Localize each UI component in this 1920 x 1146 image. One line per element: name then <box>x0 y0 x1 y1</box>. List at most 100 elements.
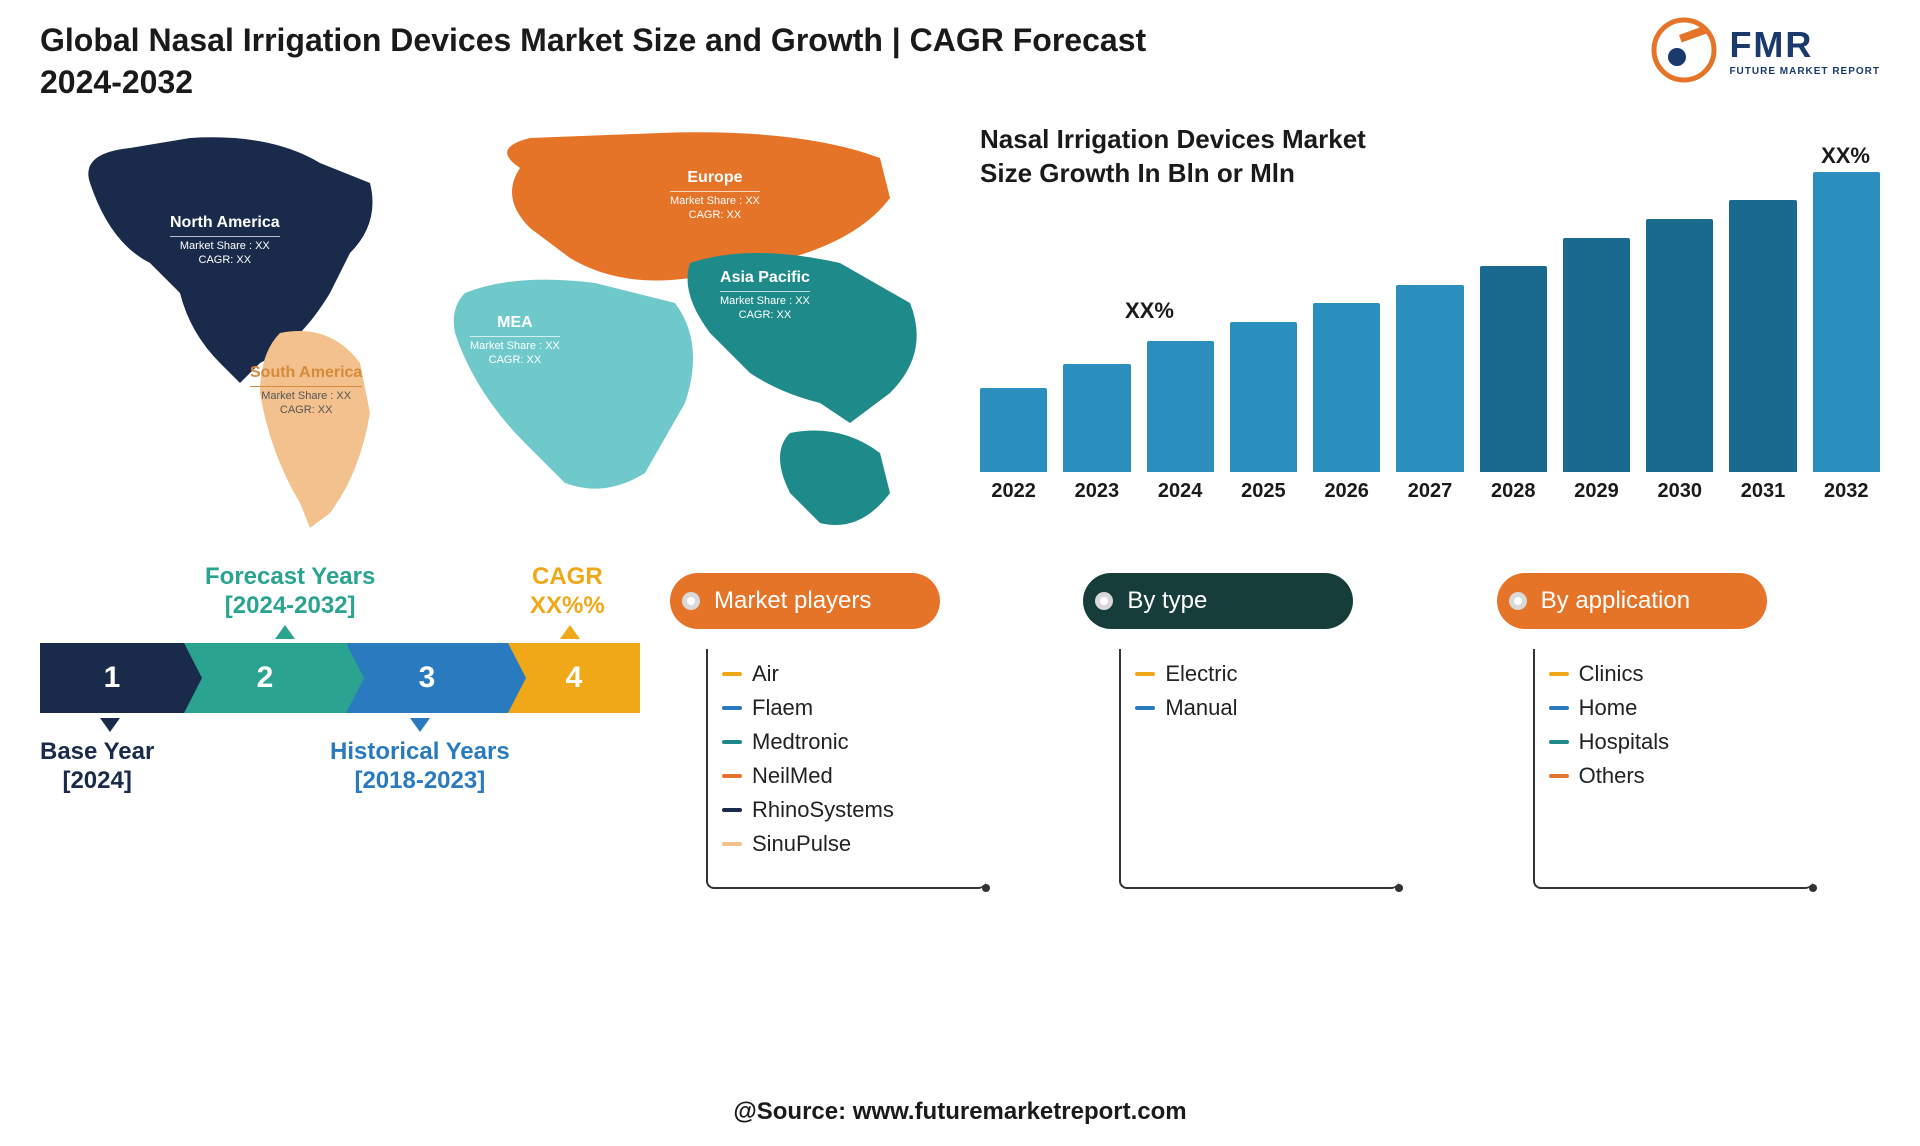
tick-icon <box>722 672 742 676</box>
bar <box>1063 364 1130 472</box>
bar-label: 2029 <box>1574 480 1619 503</box>
bar-label: 2031 <box>1741 480 1786 503</box>
world-map: North America Market Share : XX CAGR: XX… <box>40 123 940 543</box>
bar-col: 2025 <box>1230 322 1297 503</box>
timeline: Forecast Years [2024-2032] CAGR XX%% 123… <box>40 573 640 889</box>
tick-icon <box>722 808 742 812</box>
list-item: Hospitals <box>1549 725 1803 759</box>
arrow-up-icon <box>275 625 295 639</box>
bar <box>1729 200 1796 472</box>
timeline-segment: 2 <box>184 643 346 713</box>
by-application-list: Clinics Home Hospitals Others <box>1533 649 1813 889</box>
list-item-label: NeilMed <box>752 763 833 789</box>
timeline-segment: 3 <box>346 643 508 713</box>
list-item: Air <box>722 657 976 691</box>
pill-label: By type <box>1127 587 1207 615</box>
source-text: @Source: www.futuremarketreport.com <box>733 1098 1186 1126</box>
base-year-label: Base Year [2024] <box>40 738 154 796</box>
arrow-down-icon <box>100 718 120 732</box>
list-item-label: Clinics <box>1579 661 1644 687</box>
europe-label: Europe Market Share : XX CAGR: XX <box>670 168 760 222</box>
list-item-label: Home <box>1579 695 1638 721</box>
bar <box>1646 219 1713 472</box>
mea-label: MEA Market Share : XX CAGR: XX <box>470 313 560 367</box>
forecast-label: Forecast Years [2024-2032] <box>205 563 375 621</box>
list-item: Clinics <box>1549 657 1803 691</box>
list-item-label: Manual <box>1165 695 1237 721</box>
list-item-label: Others <box>1579 763 1645 789</box>
bar <box>1313 303 1380 472</box>
tick-icon <box>722 774 742 778</box>
bar-label: 2032 <box>1824 480 1869 503</box>
bar <box>1563 238 1630 472</box>
bar-label: 2028 <box>1491 480 1536 503</box>
timeline-segment: 4 <box>508 643 640 713</box>
south-america-label: South America Market Share : XX CAGR: XX <box>250 363 362 417</box>
tick-icon <box>1135 672 1155 676</box>
list-item: RhinoSystems <box>722 793 976 827</box>
bar-label: 2025 <box>1241 480 1286 503</box>
by-type-list: Electric Manual <box>1119 649 1399 889</box>
bar <box>1230 322 1297 472</box>
bar-col: 2029 <box>1563 238 1630 503</box>
bar-label: 2023 <box>1075 480 1120 503</box>
chart-title: Nasal Irrigation Devices Market Size Gro… <box>980 123 1380 191</box>
bar-col: 2030 <box>1646 219 1713 503</box>
bar-label: 2024 <box>1158 480 1203 503</box>
by-type-panel: By type Electric Manual <box>1083 573 1466 889</box>
list-item: Electric <box>1135 657 1389 691</box>
tick-icon <box>722 706 742 710</box>
by-type-pill: By type <box>1083 573 1353 629</box>
list-item: Flaem <box>722 691 976 725</box>
bar <box>1813 172 1880 472</box>
bar-col: 2031 <box>1729 200 1796 503</box>
list-item-label: Air <box>752 661 779 687</box>
bar-label: 2026 <box>1324 480 1369 503</box>
telescope-icon <box>1649 15 1719 85</box>
dot-icon <box>1509 592 1527 610</box>
timeline-segment: 1 <box>40 643 184 713</box>
logo-fmr-text: FMR <box>1729 24 1880 66</box>
bar <box>980 388 1047 472</box>
list-item-label: Hospitals <box>1579 729 1669 755</box>
market-players-panel: Market players Air Flaem Medtronic NeilMed R… <box>670 573 1053 889</box>
tick-icon <box>1549 740 1569 744</box>
list-item: Medtronic <box>722 725 976 759</box>
bar-chart: Nasal Irrigation Devices Market Size Gro… <box>980 123 1880 543</box>
list-item-label: RhinoSystems <box>752 797 894 823</box>
arrow-down-icon <box>410 718 430 732</box>
by-application-pill: By application <box>1497 573 1767 629</box>
pill-label: By application <box>1541 587 1690 615</box>
timeline-bar: 1234 <box>40 643 640 713</box>
bar-col: 2026 <box>1313 303 1380 503</box>
bar-col: 2027 <box>1396 285 1463 504</box>
list-item: Others <box>1549 759 1803 793</box>
list-item-label: Medtronic <box>752 729 849 755</box>
pill-label: Market players <box>714 587 871 615</box>
dot-icon <box>682 592 700 610</box>
list-item-label: Flaem <box>752 695 813 721</box>
title-line2: 2024-2032 <box>40 64 193 100</box>
cagr-label: CAGR XX%% <box>530 563 605 621</box>
bar <box>1480 266 1547 472</box>
chart-annot-2032: XX% <box>1821 143 1870 169</box>
south-america-shape <box>240 323 380 533</box>
tick-icon <box>1549 774 1569 778</box>
dot-icon <box>1095 592 1113 610</box>
asia-pacific-label: Asia Pacific Market Share : XX CAGR: XX <box>720 268 810 322</box>
list-item: NeilMed <box>722 759 976 793</box>
bar-col: 2032 <box>1813 172 1880 503</box>
list-item-label: Electric <box>1165 661 1237 687</box>
list-item: Home <box>1549 691 1803 725</box>
market-players-pill: Market players <box>670 573 940 629</box>
chart-bars: 2022202320242025202620272028202920302031… <box>980 183 1880 503</box>
list-item: Manual <box>1135 691 1389 725</box>
bar-col: 2023 <box>1063 364 1130 503</box>
tick-icon <box>722 842 742 846</box>
tick-icon <box>1549 672 1569 676</box>
historical-label: Historical Years [2018-2023] <box>330 738 510 796</box>
bar-label: 2027 <box>1408 480 1453 503</box>
fmr-logo: FMR FUTURE MARKET REPORT <box>1649 15 1880 85</box>
bar <box>1147 341 1214 472</box>
by-application-panel: By application Clinics Home Hospitals Other… <box>1497 573 1880 889</box>
